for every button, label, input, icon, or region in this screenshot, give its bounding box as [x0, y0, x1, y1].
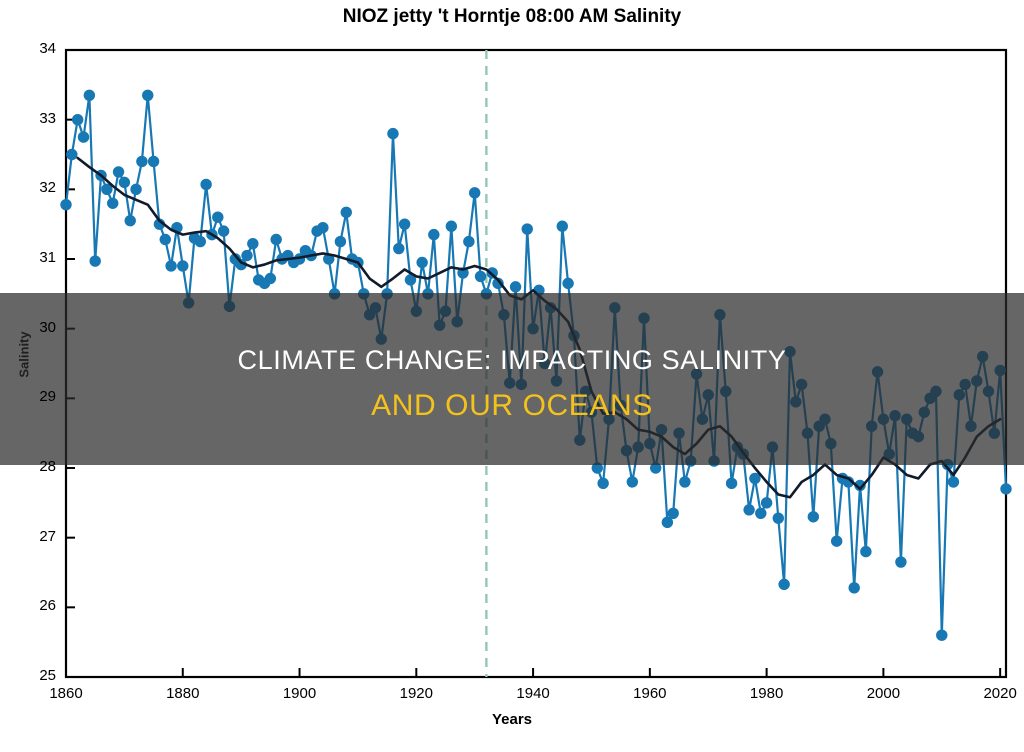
data-point-marker — [725, 477, 738, 490]
data-point-marker — [147, 155, 160, 168]
data-point-marker — [743, 504, 755, 516]
data-point-marker — [107, 197, 119, 209]
data-point-marker — [89, 255, 101, 267]
y-tick-label: 34 — [39, 40, 56, 57]
data-point-marker — [130, 183, 142, 196]
y-tick-label: 32 — [39, 179, 56, 197]
data-point-marker — [66, 148, 78, 161]
data-point-marker — [60, 198, 72, 211]
data-point-marker — [200, 178, 212, 191]
data-point-marker — [807, 511, 820, 523]
overlay-headline-primary: CLIMATE CHANGE: IMPACTING SALINITY — [237, 345, 787, 375]
data-point-marker — [334, 235, 347, 248]
data-point-marker — [521, 223, 533, 235]
data-point-marker — [387, 127, 399, 140]
data-point-marker — [101, 183, 113, 196]
data-point-marker — [124, 214, 136, 227]
data-point-marker — [1000, 483, 1012, 495]
data-point-marker — [428, 228, 440, 241]
x-tick-label: 1980 — [749, 685, 784, 702]
data-point-marker — [947, 476, 960, 488]
x-tick-label: 2020 — [983, 685, 1017, 702]
data-point-marker — [468, 187, 481, 199]
y-tick-label: 26 — [39, 597, 56, 615]
data-point-marker — [562, 277, 574, 290]
overlay-banner — [0, 293, 1024, 465]
data-point-marker — [860, 545, 872, 558]
x-tick-label: 1860 — [49, 685, 83, 702]
data-point-marker — [398, 218, 411, 230]
y-tick-label: 30 — [39, 318, 56, 336]
data-point-marker — [247, 237, 259, 250]
data-point-marker — [772, 512, 784, 524]
data-point-marker — [159, 233, 171, 246]
data-point-marker — [597, 477, 609, 490]
y-tick-label: 29 — [39, 388, 56, 406]
x-tick-label: 1920 — [399, 685, 433, 702]
data-point-marker — [661, 516, 674, 529]
data-point-marker — [142, 89, 154, 101]
data-point-marker — [241, 249, 253, 262]
data-point-marker — [317, 221, 329, 234]
page-title: NIOZ jetty 't Horntje 08:00 AM Salinity — [342, 6, 682, 27]
data-point-marker — [118, 176, 131, 189]
data-point-marker — [474, 270, 487, 283]
data-point-marker — [556, 220, 568, 232]
data-point-marker — [830, 535, 843, 547]
data-point-marker — [270, 233, 282, 246]
x-axis-label: Years — [491, 711, 533, 728]
data-point-marker — [112, 166, 125, 178]
y-tick-label: 31 — [39, 249, 56, 266]
data-point-marker — [194, 235, 206, 248]
y-tick-label: 28 — [39, 458, 56, 475]
data-point-marker — [393, 242, 405, 255]
y-tick-label: 25 — [39, 667, 56, 684]
data-point-marker — [760, 497, 773, 509]
data-point-marker — [679, 476, 691, 488]
data-point-marker — [755, 507, 767, 519]
data-point-marker — [509, 281, 522, 293]
data-point-marker — [340, 206, 352, 219]
data-point-marker — [445, 220, 458, 232]
data-point-marker — [71, 113, 84, 126]
data-point-marker — [136, 155, 148, 168]
x-tick-label: 1960 — [633, 685, 667, 702]
y-tick-label: 33 — [39, 109, 56, 127]
data-point-marker — [463, 235, 475, 248]
data-point-marker — [626, 476, 639, 488]
data-point-marker — [404, 274, 417, 286]
data-point-marker — [264, 272, 277, 285]
y-tick-label: 27 — [39, 527, 56, 545]
data-point-marker — [165, 260, 177, 272]
data-point-marker — [895, 556, 907, 568]
x-tick-label: 1880 — [166, 685, 200, 702]
data-point-marker — [848, 582, 860, 594]
x-tick-label: 1940 — [516, 685, 550, 702]
data-point-marker — [749, 472, 761, 485]
data-point-marker — [217, 225, 230, 237]
overlay-headline-secondary: AND OUR OCEANS — [371, 389, 653, 422]
data-point-marker — [936, 629, 948, 641]
x-tick-label: 2000 — [866, 685, 901, 702]
data-point-marker — [212, 211, 224, 223]
data-point-marker — [77, 131, 90, 143]
data-point-marker — [416, 256, 428, 269]
data-point-marker — [667, 507, 679, 519]
data-point-marker — [457, 267, 469, 279]
data-point-marker — [778, 578, 790, 591]
data-point-marker — [83, 89, 96, 101]
x-tick-label: 1900 — [282, 685, 317, 702]
data-point-marker — [177, 260, 189, 272]
